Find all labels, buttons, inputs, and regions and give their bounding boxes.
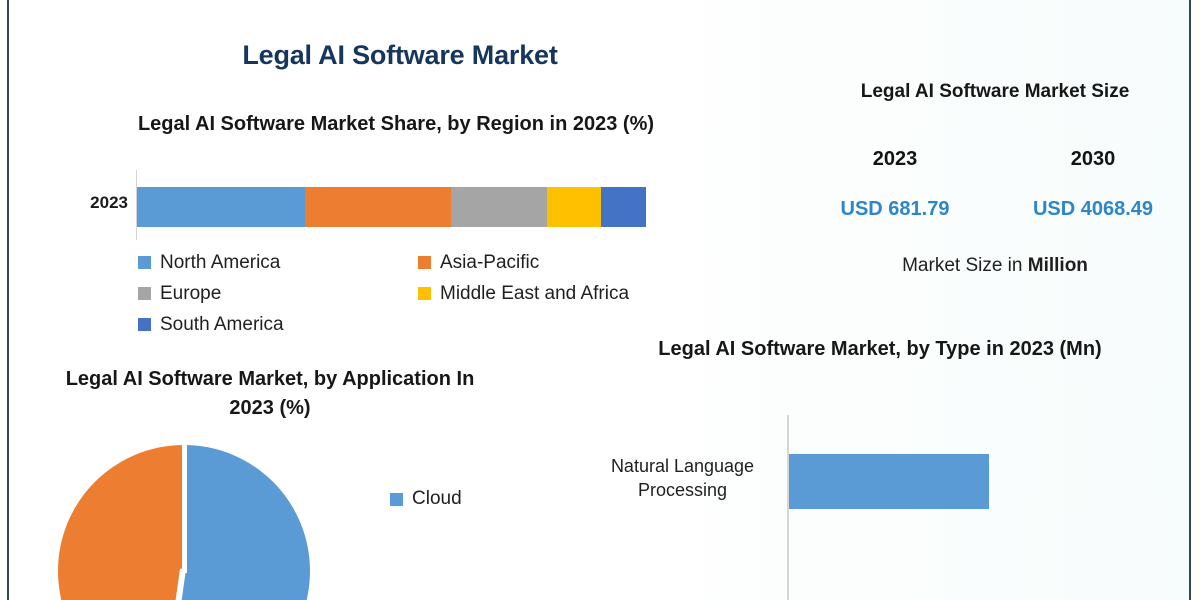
frame-rule-right [1189, 0, 1191, 600]
legend-item-asia-pacific[interactable]: Asia-Pacific [418, 247, 698, 278]
legend-label: Europe [160, 282, 222, 304]
legend-swatch-icon [418, 287, 431, 300]
region-chart-axis [136, 170, 137, 240]
legend-swatch-icon [138, 318, 151, 331]
type-bar-chart: Natural Language Processing [580, 415, 1180, 600]
legend-swatch-icon [138, 287, 151, 300]
bar-segment-south-america[interactable] [601, 187, 646, 227]
legend-label: Cloud [412, 488, 462, 509]
bar-segment-asia-pacific[interactable] [304, 187, 452, 227]
market-size-footnote: Market Size in Million [800, 255, 1190, 277]
pie-graphic [58, 445, 310, 600]
legend-label: North America [160, 251, 281, 273]
region-chart-legend: North America Asia-Pacific Europe Middle… [138, 247, 698, 340]
market-size-panel: 2023 2030 USD 681.79 USD 4068.49 Market … [800, 140, 1190, 300]
type-chart-axis [787, 415, 789, 600]
market-size-year-start: 2023 [872, 148, 918, 170]
type-category-label: Natural Language Processing [610, 456, 755, 501]
market-size-value-end: USD 4068.49 [1032, 198, 1154, 220]
legend-label: Middle East and Africa [440, 282, 630, 304]
application-pie-chart: Cloud [20, 430, 520, 600]
type-chart-title: Legal AI Software Market, by Type in 202… [658, 338, 1102, 360]
market-size-value-start: USD 681.79 [840, 198, 950, 220]
region-stacked-bar-chart: 2023 [20, 170, 670, 240]
legend-label: South America [160, 313, 284, 335]
bar-segment-europe[interactable] [451, 187, 548, 227]
pie-slice-divider [182, 445, 187, 573]
region-stacked-bar [137, 187, 646, 227]
region-category-label: 2023 [90, 193, 128, 212]
legend-item-north-america[interactable]: North America [138, 247, 418, 278]
application-chart-title: Legal AI Software Market, by Application… [65, 368, 475, 419]
legend-item-south-america[interactable]: South America [138, 309, 418, 340]
frame-rule-left [7, 0, 9, 600]
legend-label: Asia-Pacific [440, 251, 540, 273]
market-size-footnote-unit: Million [1027, 255, 1088, 276]
type-bar-natural-language-processing[interactable] [789, 454, 989, 509]
application-chart-legend[interactable]: Cloud [390, 488, 462, 510]
bar-segment-north-america[interactable] [137, 187, 305, 227]
legend-swatch-icon [138, 256, 151, 269]
legend-item-europe[interactable]: Europe [138, 278, 418, 309]
bar-segment-middle-east-and-africa[interactable] [547, 187, 602, 227]
legend-item-middle-east-and-africa[interactable]: Middle East and Africa [418, 278, 698, 309]
page-title: Legal AI Software Market [242, 40, 558, 70]
market-size-year-end: 2030 [1070, 148, 1116, 170]
legend-swatch-icon [390, 492, 403, 506]
legend-swatch-icon [418, 256, 431, 269]
market-size-footnote-prefix: Market Size in [902, 255, 1028, 276]
region-chart-title: Legal AI Software Market Share, by Regio… [137, 113, 655, 135]
market-size-title: Legal AI Software Market Size [860, 81, 1130, 102]
